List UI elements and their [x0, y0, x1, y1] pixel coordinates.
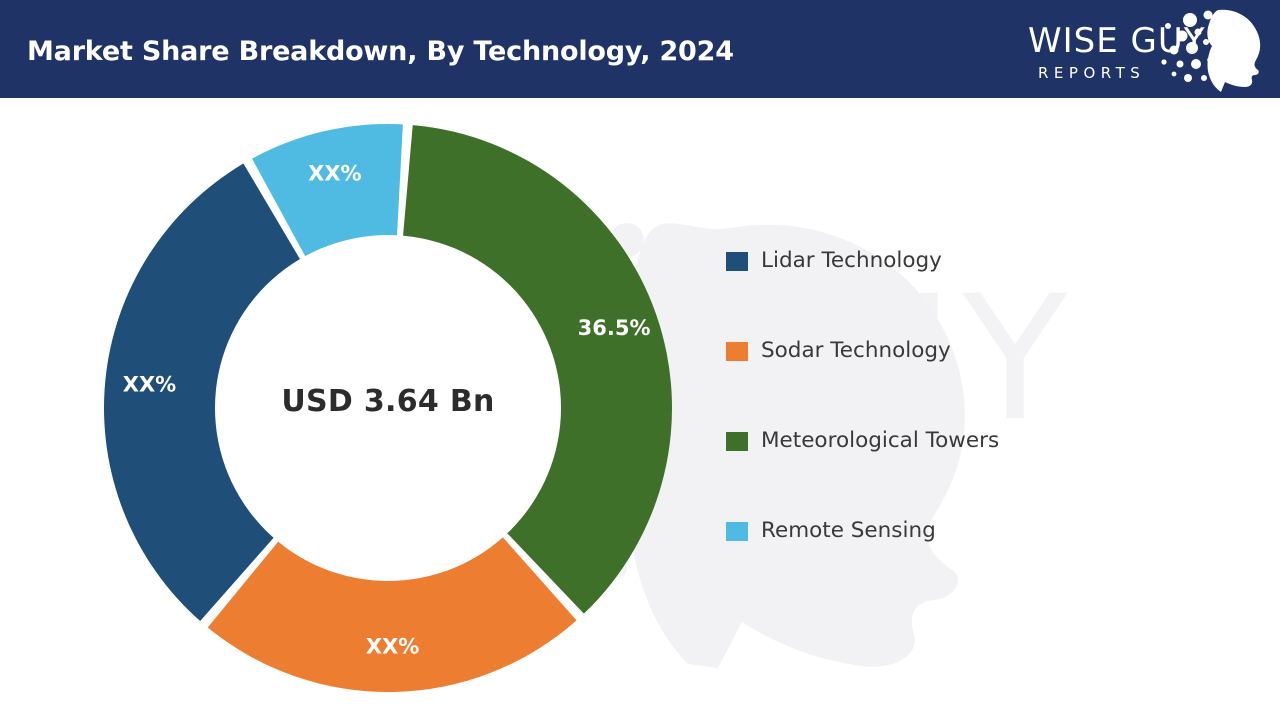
legend-swatch-lidar-technology	[726, 251, 748, 271]
svg-text:REPORTS: REPORTS	[1038, 64, 1145, 82]
legend-label-lidar-technology: Lidar Technology	[761, 248, 942, 273]
slice-label-meteorological-towers: 36.5%	[578, 316, 651, 340]
wise-guy-reports-logo: WISE GUY REPORTS	[1022, 4, 1272, 96]
slice-label-remote-sensing: XX%	[308, 161, 361, 185]
slice-label-lidar-technology: XX%	[123, 373, 176, 397]
legend-item-lidar-technology[interactable]: Lidar Technology	[726, 250, 1146, 272]
page-header: Market Share Breakdown, By Technology, 2…	[0, 0, 1280, 98]
chart-legend: Lidar Technology Sodar Technology Meteor…	[726, 250, 1146, 542]
donut-center-value: USD 3.64 Bn	[281, 384, 495, 419]
legend-item-meteorological-towers[interactable]: Meteorological Towers	[726, 430, 1146, 452]
donut-hole	[215, 235, 561, 581]
svg-text:WISE GUY: WISE GUY	[1028, 21, 1206, 61]
donut-chart: 36.5% XX% XX% XX% USD 3.64 Bn	[96, 116, 680, 700]
page-title: Market Share Breakdown, By Technology, 2…	[27, 36, 734, 67]
slice-label-sodar-technology: XX%	[366, 635, 419, 659]
legend-swatch-remote-sensing	[726, 521, 748, 541]
legend-swatch-meteorological-towers	[726, 431, 748, 451]
legend-label-meteorological-towers: Meteorological Towers	[761, 428, 1000, 453]
legend-label-remote-sensing: Remote Sensing	[761, 518, 936, 543]
chart-body: WISE GUY REPORTS	[0, 98, 1280, 720]
legend-swatch-sodar-technology	[726, 341, 748, 361]
legend-label-sodar-technology: Sodar Technology	[761, 338, 951, 363]
legend-item-remote-sensing[interactable]: Remote Sensing	[726, 520, 1146, 542]
legend-item-sodar-technology[interactable]: Sodar Technology	[726, 340, 1146, 362]
